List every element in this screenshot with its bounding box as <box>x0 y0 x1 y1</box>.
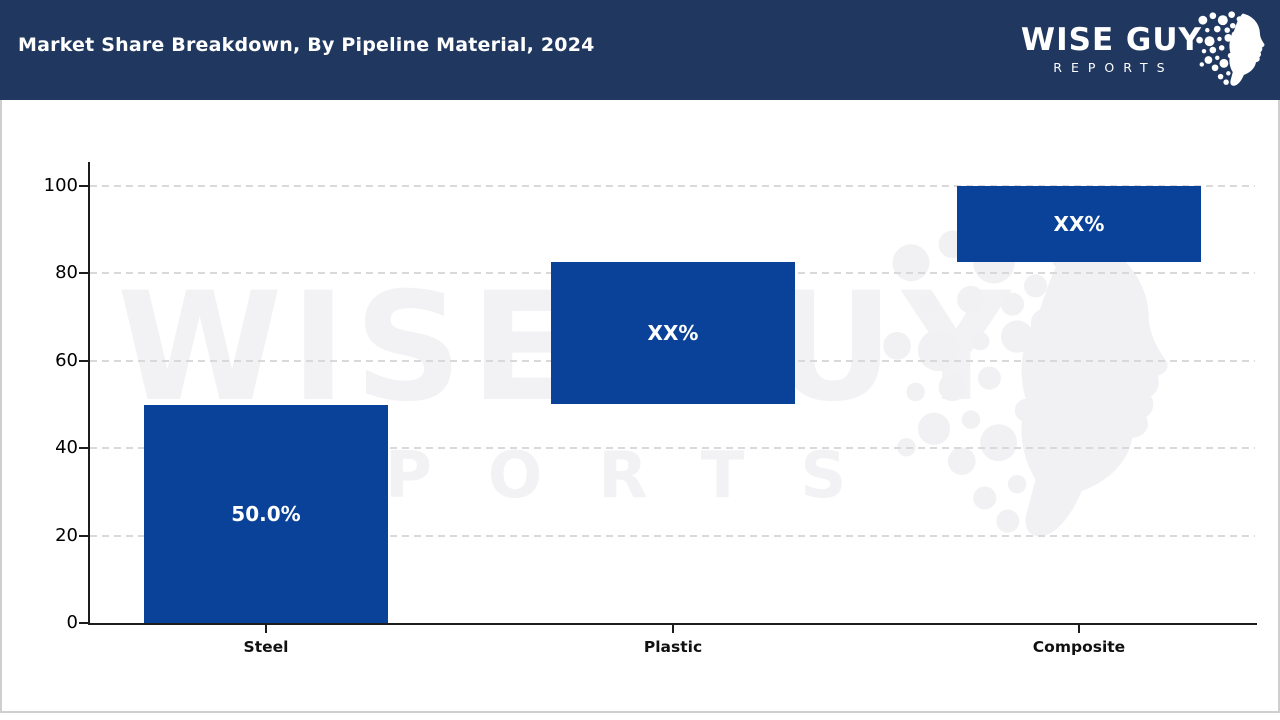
category-label-composite: Composite <box>1032 638 1126 656</box>
page-title: Market Share Breakdown, By Pipeline Mate… <box>18 34 595 56</box>
y-tick-mark-0 <box>79 622 88 624</box>
plot-area: 0 20 40 60 80 100 50.0% Steel XX% Plastic XX% Compo… <box>2 100 1278 711</box>
gridline-20 <box>90 534 1255 537</box>
wiseguy-logo: WISE GUY REPORTS <box>1021 8 1266 91</box>
bar-steel: 50.0% <box>144 404 388 623</box>
y-axis-line <box>88 162 90 625</box>
y-tick-mark-80 <box>79 272 88 275</box>
y-tick-label-80: 80 <box>55 262 78 284</box>
y-tick-label-40: 40 <box>55 437 78 459</box>
y-tick-mark-100 <box>79 185 88 187</box>
category-label-plastic: Plastic <box>643 638 703 656</box>
logo-name-text: WISE GUY <box>1020 22 1202 59</box>
x-tick-mark-plastic <box>672 625 674 633</box>
y-tick-label-0: 0 <box>66 612 78 633</box>
y-tick-mark-60 <box>79 359 88 362</box>
gridline-100 <box>90 185 1255 187</box>
logo-head-icon <box>1196 11 1265 86</box>
y-tick-mark-40 <box>79 447 88 450</box>
bar-plastic: XX% <box>551 262 795 405</box>
y-tick-mark-20 <box>79 534 88 537</box>
bar-value-label: 50.0% <box>231 501 301 526</box>
y-tick-label-20: 20 <box>55 524 78 546</box>
x-axis-line <box>88 623 1257 625</box>
bar-value-label: XX% <box>647 321 699 346</box>
gridline-40 <box>90 447 1255 450</box>
y-tick-label-60: 60 <box>55 349 78 371</box>
y-tick-label-100: 100 <box>43 175 78 196</box>
header-bar: Market Share Breakdown, By Pipeline Mate… <box>0 0 1280 100</box>
category-label-steel: Steel <box>243 638 289 656</box>
logo-wordmark: WISE GUY REPORTS <box>1021 24 1202 75</box>
bar-composite: XX% <box>957 186 1201 263</box>
bar-value-label: XX% <box>1053 212 1105 237</box>
x-tick-mark-composite <box>1078 625 1080 633</box>
x-tick-mark-steel <box>265 625 267 633</box>
logo-reports-text: REPORTS <box>1053 59 1174 75</box>
chart-area: WISE GUY REPORTS 0 20 40 60 80 100 50.0% Steel X… <box>0 100 1280 713</box>
